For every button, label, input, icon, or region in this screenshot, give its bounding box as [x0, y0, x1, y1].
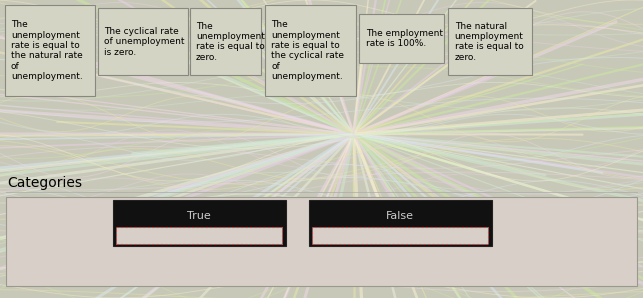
FancyBboxPatch shape: [265, 5, 356, 96]
Text: The
unemployment
rate is equal to
the cyclical rate
of
unemployment.: The unemployment rate is equal to the cy…: [271, 20, 345, 81]
Bar: [113, 200, 286, 246]
FancyBboxPatch shape: [98, 8, 188, 75]
FancyBboxPatch shape: [5, 5, 95, 96]
FancyBboxPatch shape: [190, 8, 261, 75]
Text: True: True: [188, 211, 211, 221]
Text: The employment
rate is 100%.: The employment rate is 100%.: [366, 29, 443, 49]
Bar: [116, 227, 282, 244]
Text: The
unemployment
rate is equal to
zero.: The unemployment rate is equal to zero.: [196, 22, 265, 62]
Text: False: False: [386, 211, 414, 221]
Text: The natural
unemployment
rate is equal to
zero.: The natural unemployment rate is equal t…: [455, 22, 523, 62]
Text: The cyclical rate
of unemployment
is zero.: The cyclical rate of unemployment is zer…: [104, 27, 185, 57]
Text: Categories: Categories: [8, 176, 83, 190]
FancyBboxPatch shape: [448, 8, 532, 75]
Bar: [6, 197, 637, 286]
Text: The
unemployment
rate is equal to
the natural rate
of
unemployment.: The unemployment rate is equal to the na…: [11, 20, 83, 81]
Bar: [312, 227, 488, 244]
FancyBboxPatch shape: [359, 14, 444, 63]
Bar: [309, 200, 492, 246]
